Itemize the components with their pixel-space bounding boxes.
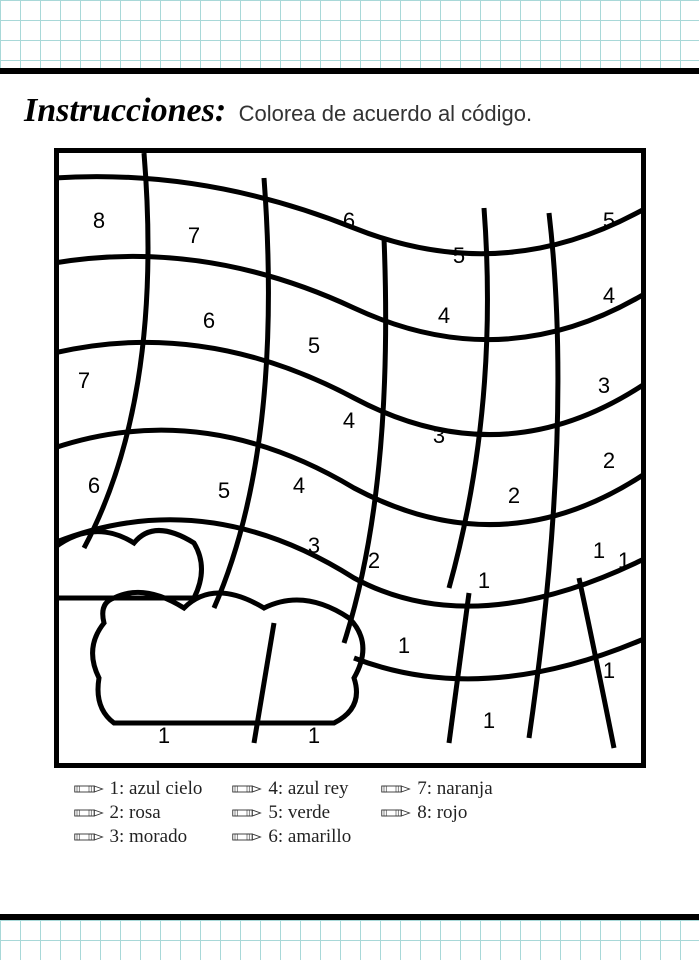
crayon-icon <box>381 783 411 795</box>
region-number: 7 <box>77 368 89 393</box>
region-number: 5 <box>307 333 319 358</box>
legend-text: 3: morado <box>110 826 188 848</box>
legend-item: 3: morado <box>74 826 203 848</box>
region-number: 1 <box>602 658 614 683</box>
region-number: 1 <box>397 633 409 658</box>
region-number: 4 <box>292 473 304 498</box>
legend-item: 6: amarillo <box>232 826 351 848</box>
legend-item: 7: naranja <box>381 778 492 800</box>
legend-column: 4: azul rey5: verde6: amarillo <box>232 778 351 848</box>
region-number: 5 <box>452 243 464 268</box>
instructions-label: Instrucciones: <box>24 92 226 129</box>
legend-item: 4: azul rey <box>232 778 351 800</box>
region-number: 1 <box>157 723 169 748</box>
region-number: 3 <box>432 423 444 448</box>
region-number: 2 <box>507 483 519 508</box>
drawing-container: 8765576544433265432211111111 <box>54 148 646 768</box>
grid-background-bottom <box>0 920 699 960</box>
region-number: 7 <box>187 223 199 248</box>
crayon-icon <box>381 807 411 819</box>
region-number: 6 <box>342 208 354 233</box>
instructions-text: Colorea de acuerdo al código. <box>239 101 533 126</box>
region-number: 2 <box>367 548 379 573</box>
region-number: 1 <box>617 548 629 573</box>
region-number: 4 <box>342 408 354 433</box>
legend-column: 1: azul cielo2: rosa3: morado <box>74 778 203 848</box>
instructions-row: Instrucciones: Colorea de acuerdo al cód… <box>24 92 675 130</box>
region-number: 1 <box>477 568 489 593</box>
legend-item: 2: rosa <box>74 802 203 824</box>
legend-text: 2: rosa <box>110 802 161 824</box>
legend-text: 8: rojo <box>417 802 467 824</box>
legend-text: 5: verde <box>268 802 330 824</box>
region-number: 5 <box>602 208 614 233</box>
crayon-icon <box>232 807 262 819</box>
crayon-icon <box>74 783 104 795</box>
legend-column: 7: naranja8: rojo <box>381 778 492 848</box>
crayon-icon <box>232 783 262 795</box>
region-number: 3 <box>597 373 609 398</box>
region-number: 8 <box>92 208 104 233</box>
legend-item: 5: verde <box>232 802 351 824</box>
region-number: 3 <box>307 533 319 558</box>
region-number: 4 <box>602 283 614 308</box>
crayon-icon <box>74 831 104 843</box>
color-legend: 1: azul cielo2: rosa3: morado 4: azul rey… <box>54 778 646 848</box>
legend-text: 4: azul rey <box>268 778 348 800</box>
legend-text: 1: azul cielo <box>110 778 203 800</box>
region-number: 1 <box>482 708 494 733</box>
crayon-icon <box>232 831 262 843</box>
region-number: 2 <box>602 448 614 473</box>
legend-text: 6: amarillo <box>268 826 351 848</box>
region-number: 4 <box>437 303 449 328</box>
legend-text: 7: naranja <box>417 778 492 800</box>
legend-item: 1: azul cielo <box>74 778 203 800</box>
crayon-icon <box>74 807 104 819</box>
region-number: 1 <box>592 538 604 563</box>
region-number: 5 <box>217 478 229 503</box>
region-number: 6 <box>202 308 214 333</box>
worksheet-content: Instrucciones: Colorea de acuerdo al cód… <box>0 74 699 848</box>
legend-item: 8: rojo <box>381 802 492 824</box>
region-number: 1 <box>307 723 319 748</box>
region-number: 6 <box>87 473 99 498</box>
grid-background-top <box>0 0 699 68</box>
color-by-number-drawing: 8765576544433265432211111111 <box>54 148 646 768</box>
